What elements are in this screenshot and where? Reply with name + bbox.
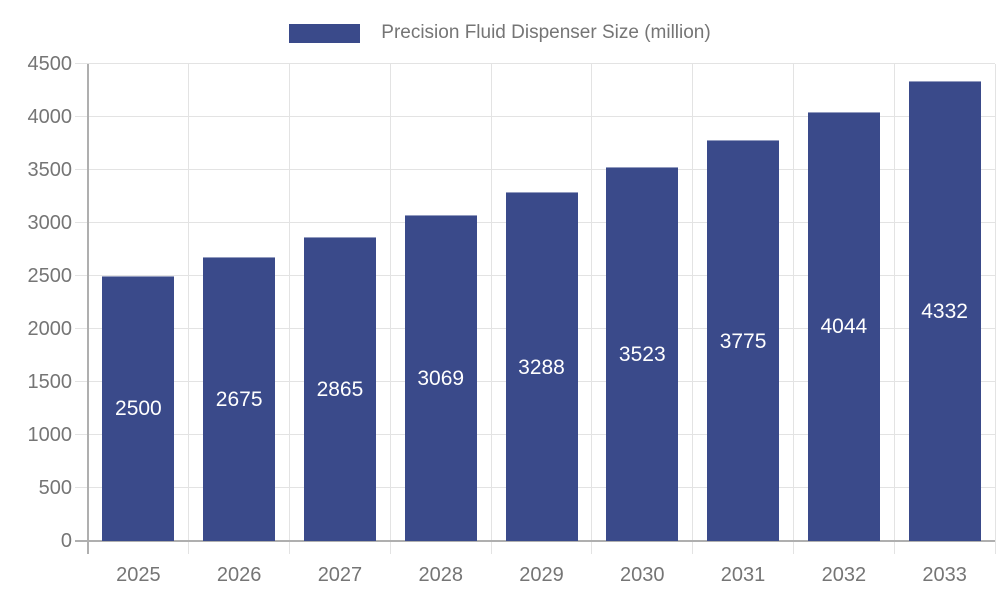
legend-swatch <box>289 23 361 43</box>
bar-2029[interactable]: 3288 <box>505 192 578 541</box>
bar-value-label: 3288 <box>518 355 565 379</box>
x-axis-tick-label: 2029 <box>519 564 564 586</box>
bar-value-label: 4332 <box>921 300 968 324</box>
legend-label: Precision Fluid Dispenser Size (million) <box>381 22 711 43</box>
bar-2030[interactable]: 3523 <box>606 167 679 541</box>
x-axis-tick-label: 2030 <box>620 564 665 586</box>
y-axis-tick-label: 500 <box>38 476 72 499</box>
bar-value-label: 3775 <box>719 329 767 353</box>
y-axis-tick-label: 3000 <box>27 211 73 234</box>
y-axis-tick-label: 4500 <box>27 52 73 75</box>
y-gridline <box>75 116 995 118</box>
x-gridline <box>893 63 895 554</box>
y-axis-tick-label: 2000 <box>27 317 73 340</box>
x-axis-tick-label: 2032 <box>821 564 867 586</box>
x-axis-tick-label: 2033 <box>922 564 967 586</box>
y-axis-tick-label: 0 <box>60 530 72 552</box>
bar-value-label: 3069 <box>417 367 465 391</box>
x-axis-line <box>75 540 995 542</box>
x-gridline <box>389 63 391 554</box>
y-gridline <box>75 63 995 64</box>
bar-2027[interactable]: 2865 <box>303 236 376 541</box>
y-gridline <box>75 169 995 171</box>
y-axis-tick-label: 1000 <box>27 423 73 446</box>
bar-2031[interactable]: 3775 <box>707 140 780 541</box>
y-axis-line <box>87 63 89 554</box>
bar-2033[interactable]: 4332 <box>908 81 981 541</box>
x-gridline <box>994 63 996 554</box>
x-gridline <box>188 63 190 554</box>
x-gridline <box>289 63 291 554</box>
y-axis-tick-label: 1500 <box>27 370 73 393</box>
bar-2032[interactable]: 4044 <box>807 111 880 541</box>
bar-value-label: 4044 <box>820 315 868 339</box>
x-gridline <box>692 63 694 554</box>
bar-value-label: 2500 <box>115 397 162 421</box>
bar-2025[interactable]: 2500 <box>102 275 175 541</box>
bar-value-label: 3523 <box>618 343 666 367</box>
y-axis-tick-label: 4000 <box>27 105 73 128</box>
legend-item[interactable]: Precision Fluid Dispenser Size (million) <box>0 22 1000 44</box>
x-axis-tick-label: 2027 <box>317 564 363 586</box>
x-gridline <box>490 63 492 554</box>
bar-2026[interactable]: 2675 <box>203 257 276 541</box>
bar-value-label: 2675 <box>215 388 263 412</box>
x-axis-tick-label: 2031 <box>720 564 766 586</box>
x-axis-tick-label: 2028 <box>418 564 463 586</box>
bar-2028[interactable]: 3069 <box>404 215 477 541</box>
y-axis-tick-label: 3500 <box>27 158 73 181</box>
x-gridline <box>792 63 794 554</box>
y-axis-tick-label: 2500 <box>27 264 73 287</box>
x-gridline <box>591 63 593 554</box>
x-axis-tick-label: 2025 <box>116 564 161 586</box>
x-axis-tick-label: 2026 <box>216 564 262 586</box>
bar-value-label: 2865 <box>316 377 364 401</box>
